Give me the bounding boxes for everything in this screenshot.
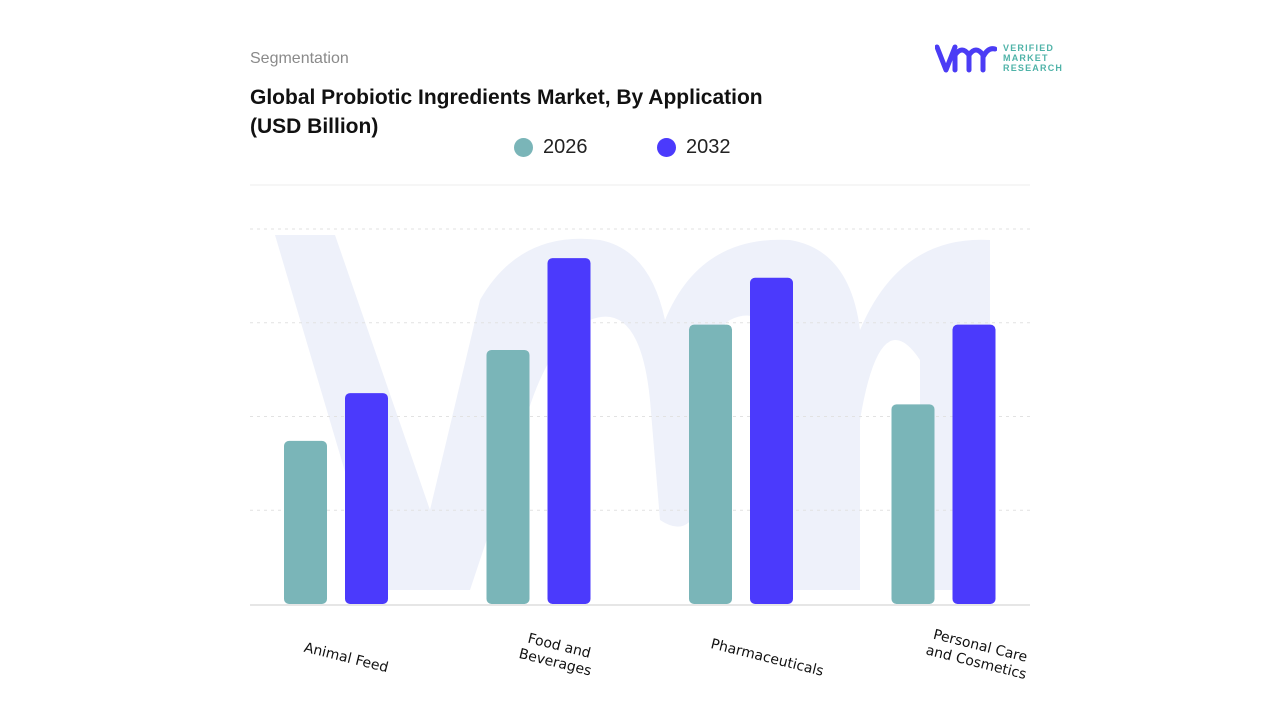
bar-2032-2 — [750, 277, 793, 604]
bar-2026-3 — [891, 404, 935, 604]
watermark — [275, 235, 990, 590]
bar-2032-0 — [345, 393, 388, 604]
chart-title: Global Probiotic Ingredients Market, By … — [250, 86, 763, 138]
bar-2026-1 — [486, 349, 530, 604]
legend-label: 2026 — [543, 136, 588, 158]
legend-swatch-2032 — [657, 138, 676, 157]
bar-2032-3 — [952, 324, 996, 604]
legend: 2026 2032 — [514, 136, 800, 159]
logo-line2: MARKET — [1003, 53, 1049, 63]
legend-item-2032: 2032 — [657, 136, 800, 159]
logo-line1: VERIFIED — [1003, 43, 1055, 53]
legend-swatch-2026 — [514, 138, 533, 157]
logo-line3: RESEARCH — [1003, 63, 1064, 73]
bar-2026-0 — [284, 440, 327, 604]
vmr-logo-mark-icon — [935, 44, 997, 73]
logo: VERIFIED MARKET RESEARCH — [935, 43, 1063, 73]
bar-2026-2 — [689, 324, 732, 604]
bar-2032-1 — [547, 258, 591, 604]
segment-label: Segmentation — [250, 50, 349, 67]
legend-item-2026: 2026 — [514, 136, 657, 159]
legend-label: 2032 — [686, 136, 731, 158]
